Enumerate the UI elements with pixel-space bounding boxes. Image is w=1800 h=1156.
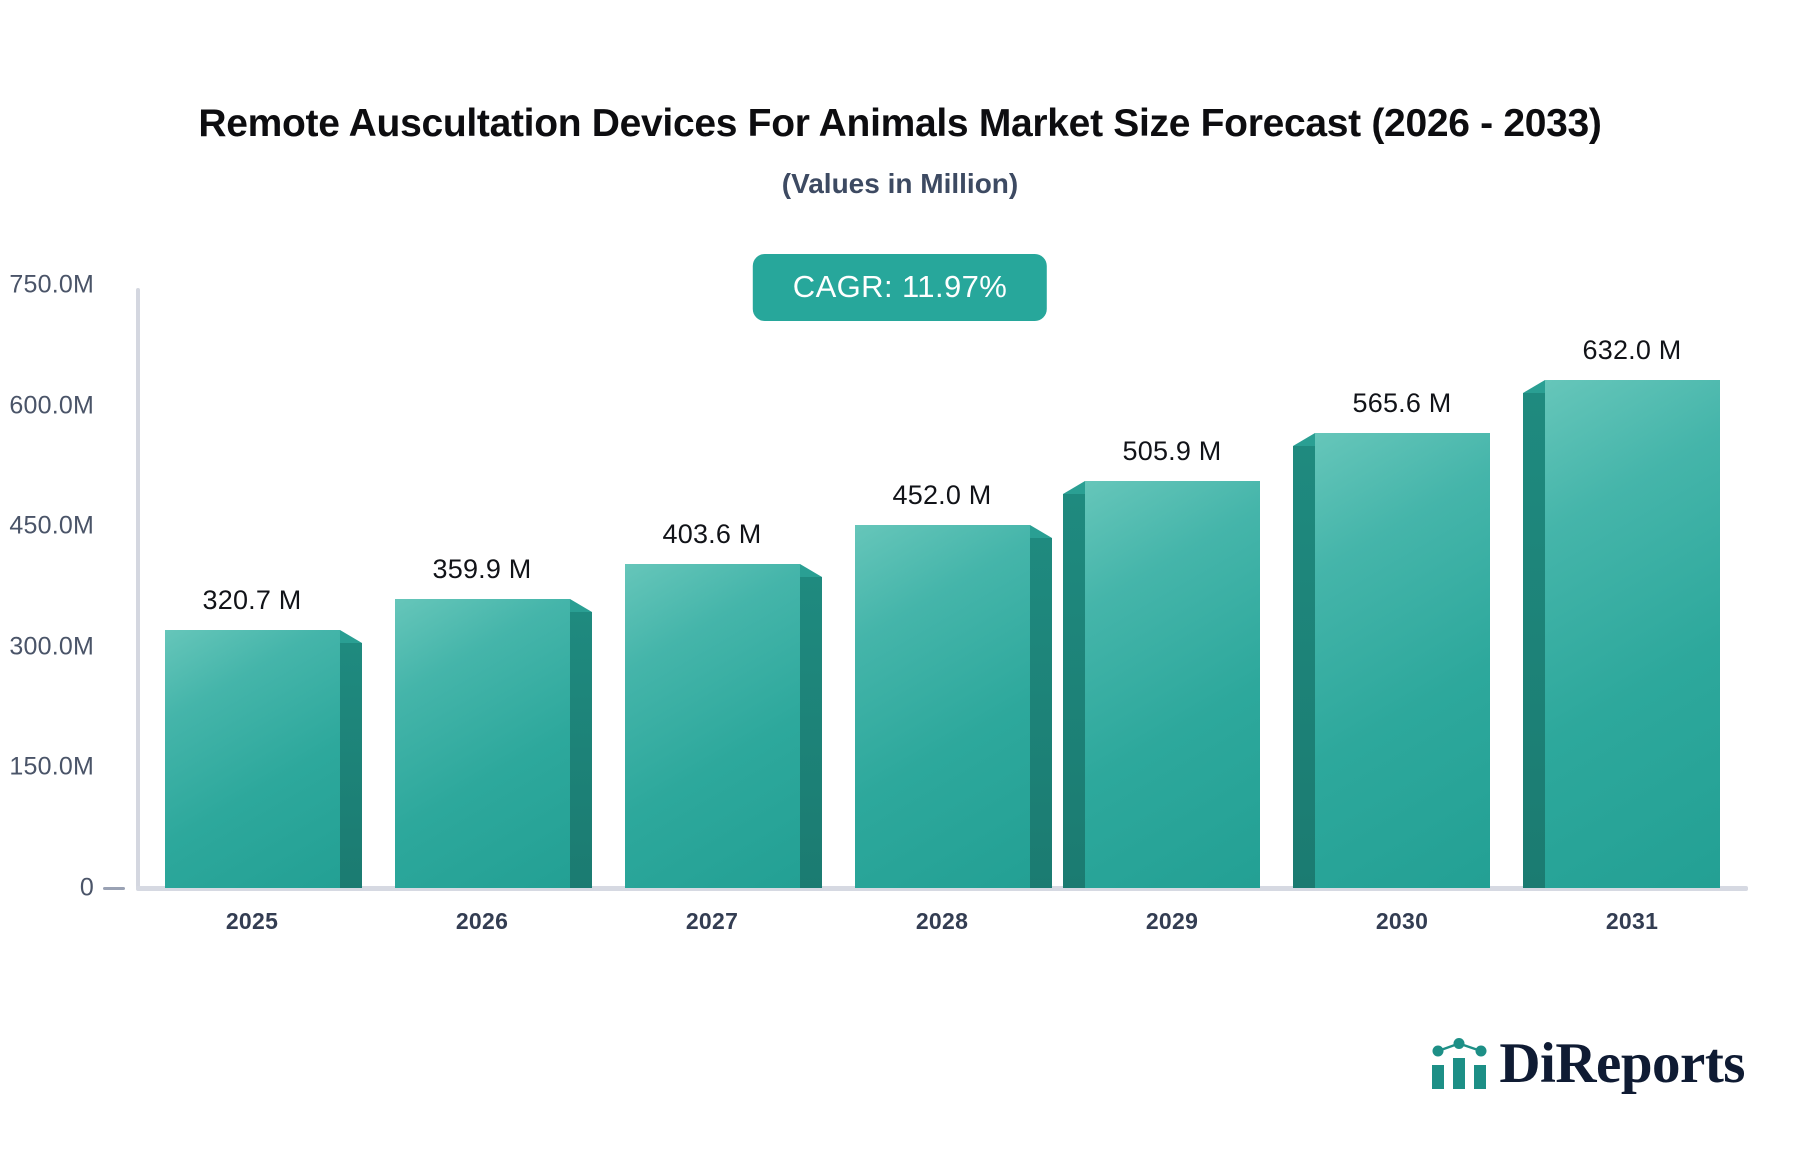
x-axis-tick-label-2030: 2030	[1375, 908, 1429, 934]
x-axis-line	[136, 886, 1748, 891]
bar-top-bevel	[799, 563, 822, 577]
bar-top-bevel	[1522, 379, 1545, 393]
y-axis-tick-label: 600.0M	[9, 391, 94, 420]
x-axis-tick-label-2027: 2027	[685, 908, 739, 934]
y-axis-tick-label: 450.0M	[9, 511, 94, 540]
bar-side-face	[1062, 494, 1085, 888]
bar-value-label: 452.0 M	[892, 479, 992, 510]
x-axis-tick-label-2028: 2028	[915, 908, 969, 934]
plot-area: 320.7 M 359.9 M 403.6 M 452.0 M 505.9 M 565.6…	[137, 285, 1747, 888]
x-axis-tick-label-2026: 2026	[455, 908, 509, 934]
direports-logo: DiReports	[1429, 1035, 1745, 1092]
bar-2025[interactable]: 320.7 M	[164, 285, 362, 888]
bar-value-label: 632.0 M	[1582, 334, 1682, 365]
bar-face	[1084, 481, 1260, 888]
bar-side-face	[1522, 392, 1545, 888]
bar-top-bevel	[1292, 433, 1315, 447]
chart-subtitle: (Values in Million)	[781, 168, 1019, 199]
bar-2030[interactable]: 565.6 M	[1292, 285, 1490, 888]
bar-top-bevel	[1062, 481, 1085, 495]
bar-top-bevel	[569, 598, 592, 612]
bar-face	[1314, 433, 1490, 888]
bar-value-label: 320.7 M	[202, 585, 302, 616]
bar-side-face	[1292, 446, 1315, 888]
bar-face	[1544, 379, 1720, 888]
y-axis-tick-label: 300.0M	[9, 632, 94, 661]
bar-2028[interactable]: 452.0 M	[854, 285, 1052, 888]
bar-side-face	[339, 643, 362, 888]
bar-value-label: 359.9 M	[432, 553, 532, 584]
bar-face	[394, 598, 570, 888]
logo-wordmark: DiReports	[1499, 1032, 1745, 1095]
y-axis-tick-label: 750.0M	[9, 270, 94, 299]
bar-side-face	[569, 611, 592, 888]
x-axis-tick-label-2029: 2029	[1145, 908, 1199, 934]
x-axis-tick-label-2025: 2025	[225, 908, 279, 934]
cagr-badge: CAGR: 11.97%	[752, 254, 1048, 321]
bar-2027[interactable]: 403.6 M	[624, 285, 822, 888]
y-axis-line	[136, 288, 140, 889]
bar-top-bevel	[339, 630, 362, 644]
y-axis-tick-label: 150.0M	[9, 752, 94, 781]
bar-face	[624, 563, 800, 888]
bar-value-label: 403.6 M	[662, 518, 762, 549]
bar-face	[854, 524, 1030, 888]
bar-2031[interactable]: 632.0 M	[1522, 285, 1720, 888]
bar-chart-logo-icon	[1432, 1037, 1487, 1089]
bar-side-face	[799, 576, 822, 888]
bar-value-label: 505.9 M	[1122, 436, 1222, 467]
y-axis-tick-label: 0	[79, 873, 94, 902]
y-axis-zero-tick	[103, 887, 125, 890]
bar-top-bevel	[1029, 524, 1052, 538]
bar-face	[164, 630, 340, 888]
bar-2026[interactable]: 359.9 M	[394, 285, 592, 888]
bar-2029[interactable]: 505.9 M	[1062, 285, 1260, 888]
bar-side-face	[1029, 537, 1052, 888]
page-title: Remote Auscultation Devices For Animals …	[198, 102, 1602, 145]
x-axis-tick-label-2031: 2031	[1605, 908, 1659, 934]
bar-value-label: 565.6 M	[1352, 388, 1452, 419]
